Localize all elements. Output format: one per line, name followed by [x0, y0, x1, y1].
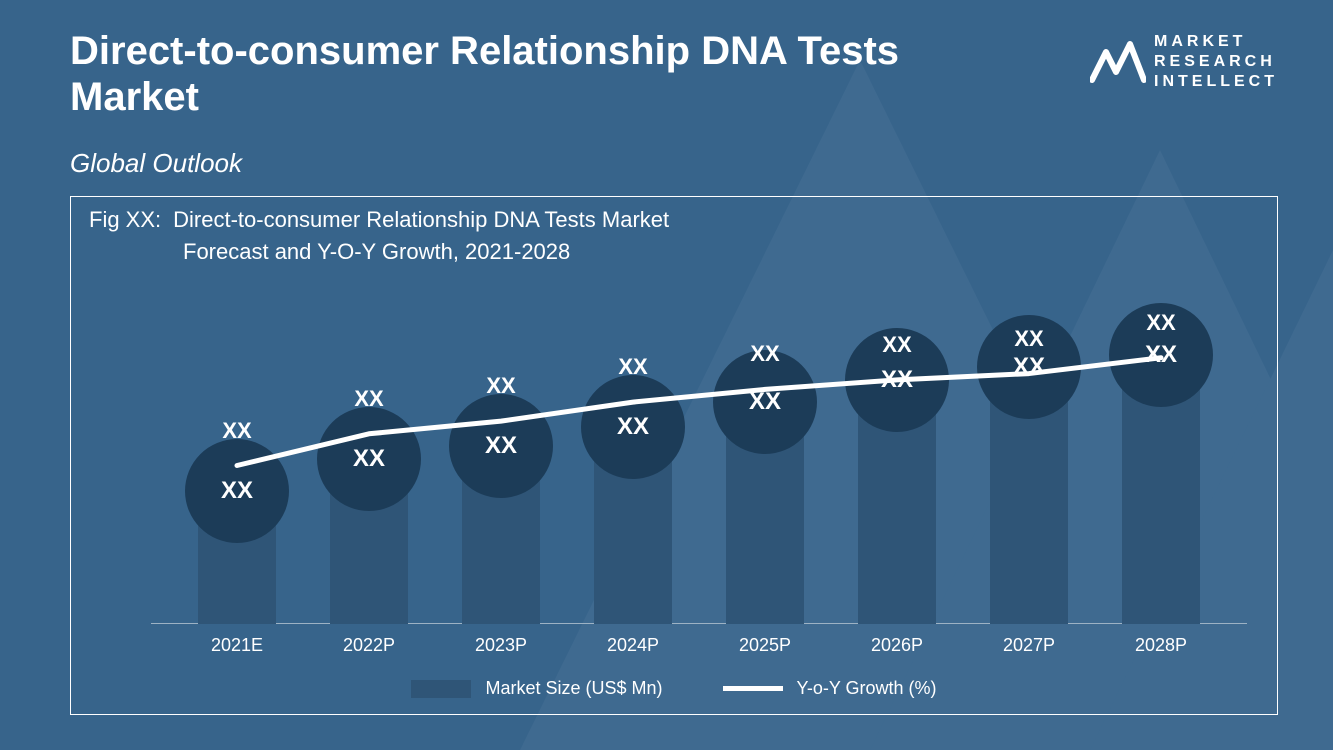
- brand-logo: MARKET RESEARCH INTELLECT: [1090, 32, 1278, 92]
- fig-number: Fig XX:: [89, 207, 161, 233]
- x-axis-label: 2027P: [1003, 635, 1055, 656]
- chart-frame: Fig XX: Direct-to-consumer Relationship …: [70, 196, 1278, 715]
- x-axis-label: 2025P: [739, 635, 791, 656]
- x-axis-label: 2026P: [871, 635, 923, 656]
- fig-title-row: Fig XX: Direct-to-consumer Relationship …: [71, 197, 1277, 233]
- logo-peaks-icon: [1090, 34, 1146, 90]
- legend-item-line: Y-o-Y Growth (%): [723, 678, 937, 699]
- fig-title-line2: Forecast and Y-O-Y Growth, 2021-2028: [71, 233, 1277, 265]
- logo-text: MARKET RESEARCH INTELLECT: [1154, 32, 1278, 92]
- x-axis-label: 2021E: [211, 635, 263, 656]
- x-axis-label: 2022P: [343, 635, 395, 656]
- legend: Market Size (US$ Mn) Y-o-Y Growth (%): [71, 678, 1277, 699]
- x-axis-labels: 2021E 2022P 2023P 2024P 2025P 2026P 2027P 2028P: [171, 635, 1227, 659]
- legend-label-line: Y-o-Y Growth (%): [797, 678, 937, 699]
- x-axis-label: 2023P: [475, 635, 527, 656]
- market-infographic: Direct-to-consumer Relationship DNA Test…: [0, 0, 1333, 750]
- x-axis-label: 2024P: [607, 635, 659, 656]
- growth-line: [171, 307, 1227, 624]
- page-title: Direct-to-consumer Relationship DNA Test…: [70, 28, 970, 120]
- header: Direct-to-consumer Relationship DNA Test…: [0, 0, 1333, 120]
- legend-label-bar: Market Size (US$ Mn): [485, 678, 662, 699]
- x-axis-label: 2028P: [1135, 635, 1187, 656]
- legend-swatch-bar: [411, 680, 471, 698]
- fig-title-line1: Direct-to-consumer Relationship DNA Test…: [173, 207, 669, 233]
- logo-line-3: INTELLECT: [1154, 72, 1278, 92]
- legend-item-bar: Market Size (US$ Mn): [411, 678, 662, 699]
- logo-line-2: RESEARCH: [1154, 52, 1278, 72]
- logo-line-1: MARKET: [1154, 32, 1278, 52]
- subtitle: Global Outlook: [0, 120, 1333, 179]
- growth-line-path: [237, 358, 1161, 466]
- plot-area: XXXXXXXXXXXXXXXX XXXXXXXXXXXXXXXX: [171, 307, 1227, 624]
- legend-swatch-line: [723, 686, 783, 691]
